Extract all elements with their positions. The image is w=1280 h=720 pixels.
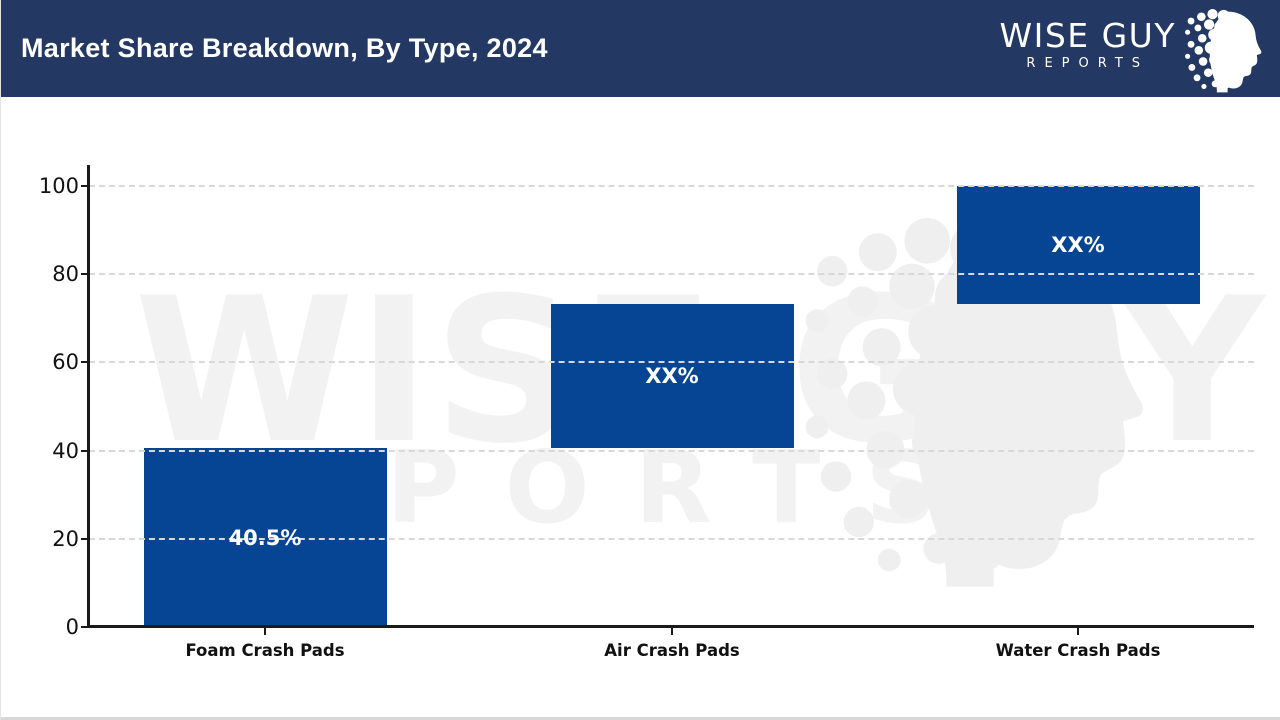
logo-wiseguy-label: WISE GUY	[999, 16, 1176, 55]
y-axis-line	[87, 165, 90, 628]
x-category-label: Water Crash Pads	[995, 641, 1161, 660]
y-tick-label: 20	[52, 526, 79, 551]
y-gridline	[89, 449, 1254, 452]
bar-value-label: XX%	[645, 364, 699, 389]
bar-value-label: 40.5%	[228, 525, 302, 550]
y-tick-mark	[81, 626, 88, 628]
y-tick-mark	[81, 185, 88, 187]
y-tick-label: 60	[52, 350, 79, 375]
y-tick-mark	[81, 537, 88, 540]
bar-value-label: XX%	[1051, 233, 1105, 258]
logo-text: WISE GUY REPORTS	[999, 16, 1176, 72]
y-gridline	[89, 537, 1254, 540]
x-tick-mark	[1077, 628, 1079, 635]
y-tick-label: 100	[38, 174, 79, 198]
x-tick-mark	[264, 628, 266, 635]
y-tick-mark	[81, 273, 88, 276]
y-gridline	[89, 361, 1254, 364]
bottom-edge-line	[1, 717, 1280, 720]
x-category-label: Air Crash Pads	[604, 641, 740, 660]
bar-water-crash-pads	[956, 186, 1200, 305]
bar-foam-crash-pads	[143, 448, 387, 627]
page-title: Market Share Breakdown, By Type, 2024	[21, 33, 548, 63]
y-tick-label: 80	[52, 262, 79, 287]
y-tick-label: 0	[65, 615, 79, 639]
y-tick-label: 40	[52, 438, 79, 463]
x-category-label: Foam Crash Pads	[185, 641, 345, 660]
logo-reports-label: REPORTS	[1026, 56, 1150, 72]
y-gridline	[89, 273, 1254, 276]
header-bar: Market Share Breakdown, By Type, 2024 WI…	[1, 0, 1280, 97]
y-tick-mark	[81, 361, 88, 364]
x-axis-line	[87, 625, 1254, 628]
logo-dotted-head-icon	[1179, 9, 1265, 95]
y-gridline	[89, 185, 1254, 187]
x-tick-mark	[671, 628, 673, 635]
wiseguy-logo: WISE GUY REPORTS	[999, 4, 1271, 95]
bar-air-crash-pads	[550, 304, 794, 449]
y-tick-mark	[81, 449, 88, 452]
